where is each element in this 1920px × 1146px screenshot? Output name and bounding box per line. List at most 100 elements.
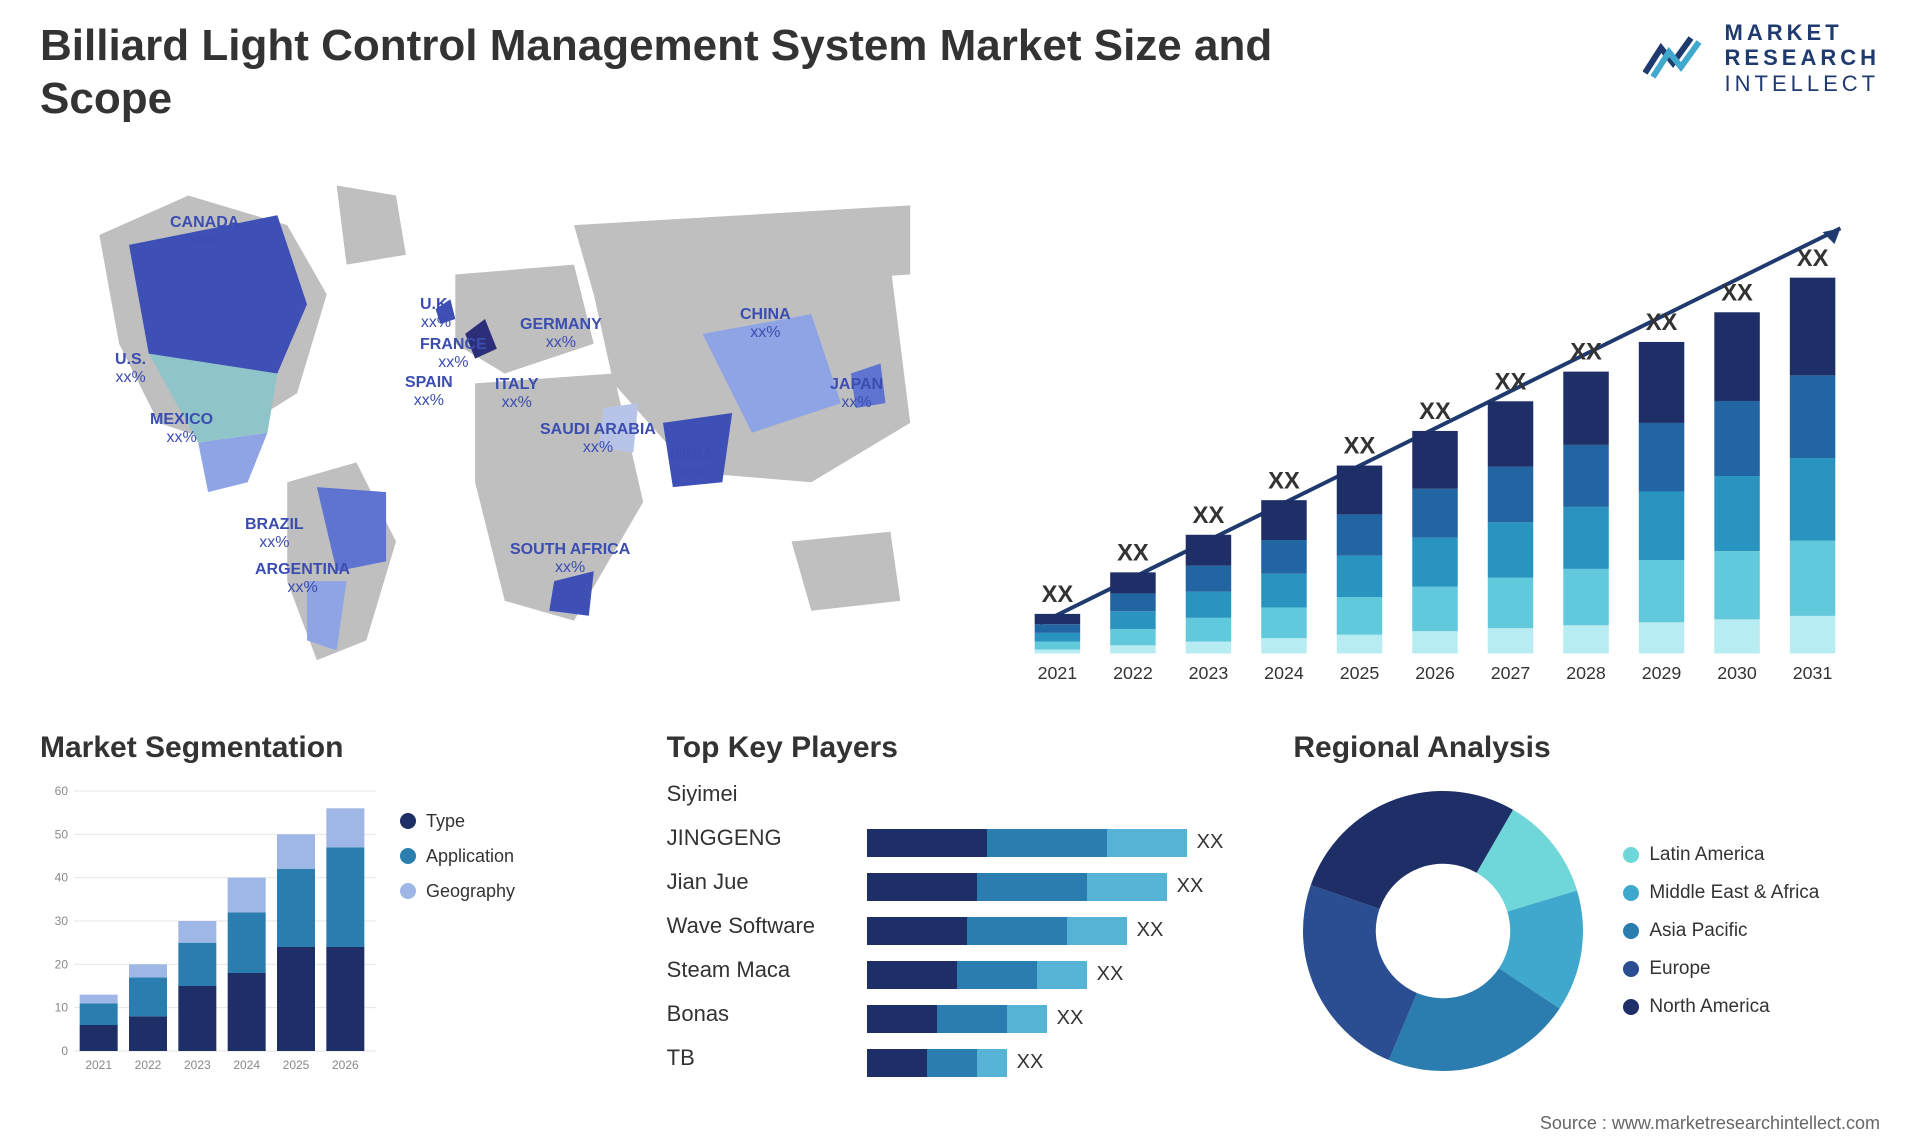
player-value: XX	[1017, 1051, 1044, 1074]
country-label: GERMANYxx%	[520, 316, 602, 353]
country-label: SOUTH AFRICAxx%	[510, 541, 630, 578]
svg-text:2026: 2026	[1415, 663, 1455, 683]
country-label: ITALYxx%	[495, 376, 539, 413]
svg-text:XX: XX	[1268, 468, 1300, 494]
logo-line2: RESEARCH	[1725, 45, 1880, 70]
segmentation-legend: Type Application Geography	[400, 811, 515, 902]
players-title: Top Key Players	[667, 731, 1254, 765]
svg-text:2031: 2031	[1793, 663, 1833, 683]
legend-item: North America	[1623, 996, 1819, 1018]
country-label: SAUDI ARABIAxx%	[540, 421, 656, 458]
legend-item: Type	[400, 811, 515, 832]
legend-item: Middle East & Africa	[1623, 882, 1819, 904]
player-bar: XX	[867, 873, 1254, 901]
svg-text:0: 0	[61, 1044, 68, 1058]
brand-logo: MARKET RESEARCH INTELLECT	[1643, 20, 1880, 96]
svg-text:XX: XX	[1042, 582, 1074, 608]
svg-text:XX: XX	[1721, 280, 1753, 306]
player-bar	[867, 785, 1254, 813]
svg-text:2021: 2021	[85, 1058, 112, 1072]
svg-text:50: 50	[55, 827, 69, 841]
country-label: INDIAxx%	[670, 446, 714, 483]
player-name: Wave Software	[667, 913, 867, 941]
players-panel: Top Key Players Siyimei JINGGENG Jian Jue W…	[667, 731, 1254, 1081]
player-name: Steam Maca	[667, 957, 867, 985]
svg-text:XX: XX	[1117, 540, 1149, 566]
svg-text:2026: 2026	[332, 1058, 359, 1072]
svg-text:XX: XX	[1344, 433, 1376, 459]
svg-text:2022: 2022	[135, 1058, 162, 1072]
svg-text:XX: XX	[1495, 369, 1527, 395]
player-bar: XX	[867, 829, 1254, 857]
svg-text:2029: 2029	[1642, 663, 1682, 683]
regional-title: Regional Analysis	[1293, 731, 1880, 765]
segmentation-panel: Market Segmentation 0 10 20 30 40 50 60 2021 202…	[40, 731, 627, 1081]
player-value: XX	[1097, 963, 1124, 986]
segmentation-bar-chart: 0 10 20 30 40 50 60 2021 2022 2023 2024 2025 2026	[40, 781, 380, 1081]
player-bar: XX	[867, 1005, 1254, 1033]
logo-icon	[1643, 33, 1713, 83]
svg-text:30: 30	[55, 914, 69, 928]
player-value: XX	[1197, 831, 1224, 854]
country-label: U.K.xx%	[420, 296, 452, 333]
regional-panel: Regional Analysis Latin America Middle Ea…	[1293, 731, 1880, 1081]
page-title: Billiard Light Control Management System…	[40, 20, 1340, 126]
svg-text:2025: 2025	[283, 1058, 310, 1072]
player-name: Bonas	[667, 1001, 867, 1029]
logo-line3: INTELLECT	[1725, 71, 1880, 96]
segmentation-title: Market Segmentation	[40, 731, 627, 765]
svg-text:2021: 2021	[1038, 663, 1078, 683]
source-attribution: Source : www.marketresearchintellect.com	[1540, 1113, 1880, 1134]
svg-text:2022: 2022	[1113, 663, 1153, 683]
legend-item: Europe	[1623, 958, 1819, 980]
country-label: BRAZILxx%	[245, 516, 304, 553]
player-name: TB	[667, 1045, 867, 1073]
svg-text:2024: 2024	[1264, 663, 1304, 683]
svg-text:2030: 2030	[1717, 663, 1757, 683]
player-value: XX	[1057, 1007, 1084, 1030]
svg-text:XX: XX	[1797, 245, 1829, 271]
country-label: CHINAxx%	[740, 306, 791, 343]
svg-text:20: 20	[55, 957, 69, 971]
svg-text:60: 60	[55, 784, 69, 798]
player-value: XX	[1137, 919, 1164, 942]
svg-text:2023: 2023	[1189, 663, 1229, 683]
regional-donut-chart	[1293, 781, 1593, 1081]
country-label: FRANCExx%	[420, 336, 487, 373]
legend-item: Asia Pacific	[1623, 920, 1819, 942]
svg-text:XX: XX	[1419, 399, 1451, 425]
svg-text:10: 10	[55, 1000, 69, 1014]
player-bar: XX	[867, 961, 1254, 989]
player-name: JINGGENG	[667, 825, 867, 853]
player-name: Jian Jue	[667, 869, 867, 897]
svg-text:XX: XX	[1570, 339, 1602, 365]
world-map-panel: CANADAxx% U.S.xx%MEXICOxx% BRAZILxx% ARGENT…	[40, 146, 930, 706]
player-value: XX	[1177, 875, 1204, 898]
legend-item: Application	[400, 846, 515, 867]
country-label: JAPANxx%	[830, 376, 883, 413]
country-label: MEXICOxx%	[150, 411, 213, 448]
svg-text:2027: 2027	[1491, 663, 1531, 683]
svg-text:2025: 2025	[1340, 663, 1380, 683]
country-label: U.S.xx%	[115, 351, 146, 388]
players-bar-list: XX XX XX XX XX XX	[867, 781, 1254, 1077]
country-label: ARGENTINAxx%	[255, 561, 350, 598]
svg-text:2023: 2023	[184, 1058, 211, 1072]
svg-text:2028: 2028	[1566, 663, 1606, 683]
player-bar: XX	[867, 1049, 1254, 1077]
player-name: Siyimei	[667, 781, 867, 809]
country-label: SPAINxx%	[405, 374, 453, 411]
logo-line1: MARKET	[1725, 20, 1880, 45]
svg-text:2024: 2024	[233, 1058, 260, 1072]
growth-bar-chart: XX 2021 XX 2022 XX 2023 XX 2024 XX 2025 XX 2026 XX 20…	[990, 146, 1880, 706]
svg-text:XX: XX	[1646, 310, 1678, 336]
player-bar: XX	[867, 917, 1254, 945]
players-name-list: Siyimei JINGGENG Jian Jue Wave Software Stea…	[667, 781, 867, 1077]
growth-chart-panel: XX 2021 XX 2022 XX 2023 XX 2024 XX 2025 XX 2026 XX 20…	[990, 146, 1880, 711]
regional-legend: Latin America Middle East & Africa Asia Pa…	[1623, 844, 1819, 1018]
country-label: CANADAxx%	[170, 214, 239, 251]
svg-text:XX: XX	[1193, 503, 1225, 529]
svg-text:40: 40	[55, 870, 69, 884]
legend-item: Latin America	[1623, 844, 1819, 866]
legend-item: Geography	[400, 881, 515, 902]
